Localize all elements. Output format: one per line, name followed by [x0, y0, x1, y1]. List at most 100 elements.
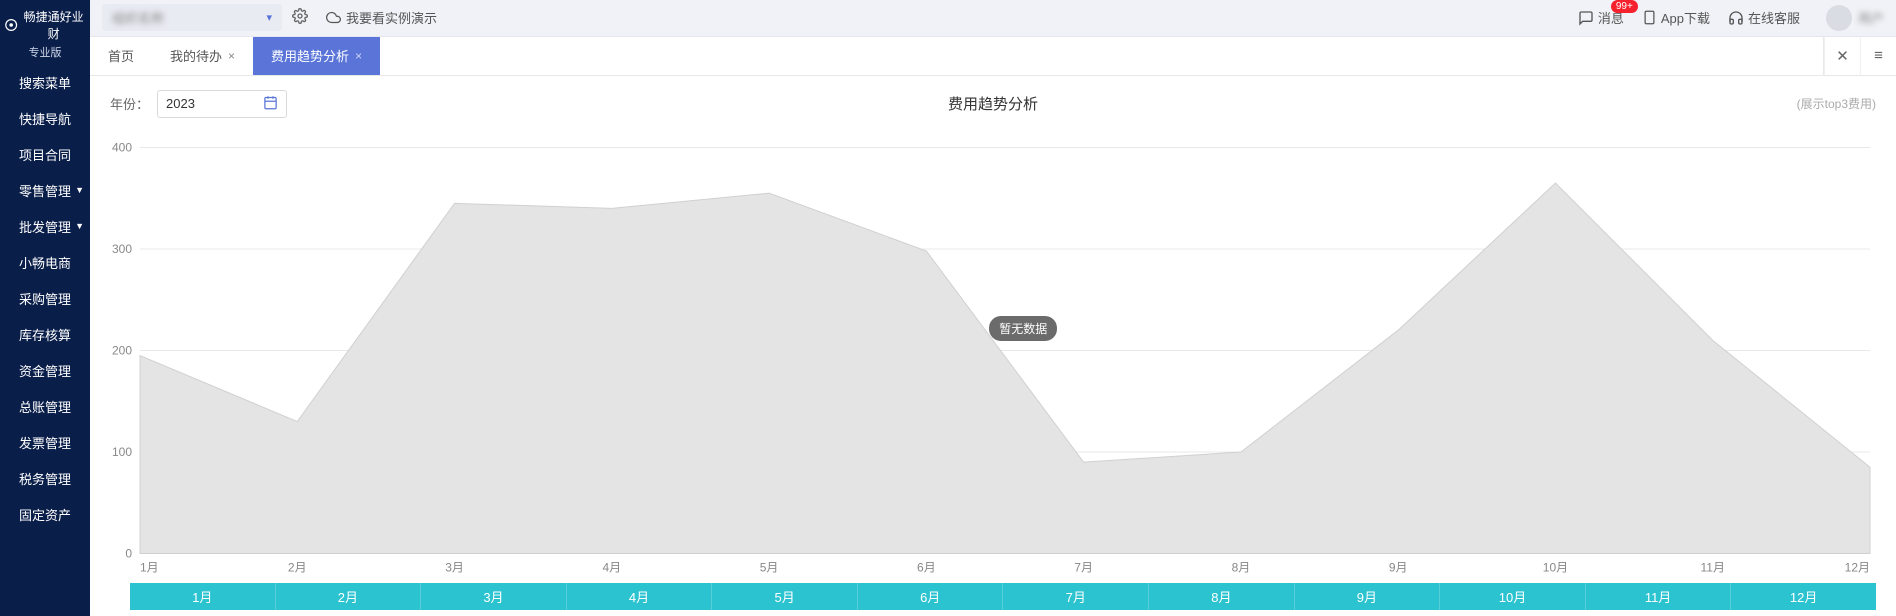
year-label: 年份： — [110, 94, 149, 113]
sidebar-item[interactable]: 库存核算 — [0, 316, 90, 352]
month-cell[interactable]: 10月 — [1440, 583, 1586, 610]
month-cell[interactable]: 4月 — [567, 583, 713, 610]
brand-name: 畅捷通好业财 — [21, 8, 86, 42]
svg-text:1月: 1月 — [140, 560, 159, 574]
chart-note: (展示top3费用) — [1797, 95, 1876, 112]
month-cell[interactable]: 1月 — [130, 583, 276, 610]
message-badge: 99+ — [1611, 0, 1638, 13]
sidebar-item[interactable]: 税务管理 — [0, 460, 90, 496]
month-cell[interactable]: 5月 — [712, 583, 858, 610]
svg-text:5月: 5月 — [760, 560, 779, 574]
month-cell[interactable]: 2月 — [276, 583, 422, 610]
month-cell[interactable]: 12月 — [1731, 583, 1876, 610]
month-cell[interactable]: 3月 — [421, 583, 567, 610]
sidebar-item-label: 发票管理 — [19, 433, 71, 452]
brand-block: 畅捷通好业财 专业版 — [0, 0, 90, 64]
svg-text:100: 100 — [112, 445, 132, 459]
month-strip: 1月2月3月4月5月6月7月8月9月10月11月12月 — [130, 583, 1876, 610]
month-cell[interactable]: 6月 — [858, 583, 1004, 610]
sidebar-item[interactable]: 项目合同 — [0, 136, 90, 172]
headset-icon — [1728, 10, 1744, 26]
chart-area: 01002003004001月2月3月4月5月6月7月8月9月10月11月12月… — [90, 126, 1896, 583]
sidebar-item-label: 固定资产 — [19, 505, 71, 524]
sidebar-item[interactable]: 发票管理 — [0, 424, 90, 460]
sidebar: 畅捷通好业财 专业版 搜索菜单快捷导航项目合同零售管理 ▼ 批发管理 ▼ 小畅电商采购管… — [0, 0, 90, 616]
avatar-icon — [1826, 5, 1852, 31]
tab[interactable]: 首页 — [90, 37, 152, 75]
svg-text:7月: 7月 — [1074, 560, 1093, 574]
sidebar-item-label: 采购管理 — [19, 289, 71, 308]
close-icon[interactable]: × — [228, 49, 235, 63]
tab[interactable]: 费用趋势分析 × — [253, 37, 380, 75]
app-download-action[interactable]: App下载 — [1642, 8, 1710, 27]
sidebar-item-label: 库存核算 — [19, 325, 71, 344]
month-cell[interactable]: 8月 — [1149, 583, 1295, 610]
sidebar-item[interactable]: 批发管理 ▼ — [0, 208, 90, 244]
demo-label: 我要看实例演示 — [346, 8, 437, 27]
svg-text:6月: 6月 — [917, 560, 936, 574]
close-tab-button[interactable]: ✕ — [1824, 37, 1860, 75]
sidebar-item[interactable]: 零售管理 ▼ — [0, 172, 90, 208]
svg-text:300: 300 — [112, 242, 132, 256]
svg-text:9月: 9月 — [1389, 560, 1408, 574]
sidebar-item[interactable]: 固定资产 — [0, 496, 90, 532]
message-action[interactable]: 消息 99+ — [1578, 8, 1624, 27]
tab-label: 首页 — [108, 46, 134, 65]
svg-text:4月: 4月 — [602, 560, 621, 574]
mobile-icon — [1642, 10, 1657, 25]
year-value: 2023 — [166, 96, 195, 111]
sidebar-item[interactable]: 快捷导航 — [0, 100, 90, 136]
sidebar-item-label: 总账管理 — [19, 397, 71, 416]
sidebar-item-label: 税务管理 — [19, 469, 71, 488]
brand-edition: 专业版 — [4, 44, 86, 60]
tab[interactable]: 我的待办 × — [152, 37, 253, 75]
sidebar-item[interactable]: 搜索菜单 — [0, 64, 90, 100]
close-icon[interactable]: × — [355, 49, 362, 63]
user-block[interactable]: 用户 — [1826, 5, 1884, 31]
calendar-icon — [263, 95, 278, 113]
sidebar-item-label: 资金管理 — [19, 361, 71, 380]
tabbar: 首页 我的待办 × 费用趋势分析 × ✕ ≡ — [90, 37, 1896, 76]
org-name: 组织名称 — [112, 8, 164, 27]
service-action[interactable]: 在线客服 — [1728, 8, 1800, 27]
chevron-down-icon: ▾ — [266, 11, 272, 24]
tab-label: 我的待办 — [170, 46, 222, 65]
area-chart: 01002003004001月2月3月4月5月6月7月8月9月10月11月12月 — [100, 126, 1876, 583]
tab-menu-button[interactable]: ≡ — [1860, 37, 1896, 75]
chart-title: 费用趋势分析 — [948, 93, 1038, 114]
service-label: 在线客服 — [1748, 8, 1800, 27]
topbar: 组织名称 ▾ 我要看实例演示 消息 99+ App下载 — [90, 0, 1896, 37]
sidebar-item[interactable]: 总账管理 — [0, 388, 90, 424]
tab-label: 费用趋势分析 — [271, 46, 349, 65]
caret-down-icon: ▼ — [75, 185, 84, 195]
month-cell[interactable]: 7月 — [1003, 583, 1149, 610]
svg-text:0: 0 — [125, 546, 132, 560]
svg-text:400: 400 — [112, 140, 132, 154]
cloud-icon — [326, 10, 341, 25]
svg-text:12月: 12月 — [1845, 560, 1870, 574]
brand-logo-icon — [4, 17, 18, 33]
demo-link[interactable]: 我要看实例演示 — [326, 8, 437, 27]
month-cell[interactable]: 9月 — [1295, 583, 1441, 610]
sidebar-item-label: 项目合同 — [19, 145, 71, 164]
caret-down-icon: ▼ — [75, 221, 84, 231]
message-icon — [1578, 10, 1594, 26]
svg-text:10月: 10月 — [1543, 560, 1568, 574]
org-selector[interactable]: 组织名称 ▾ — [102, 4, 282, 31]
gear-icon[interactable] — [292, 8, 308, 27]
sidebar-item[interactable]: 小畅电商 — [0, 244, 90, 280]
sidebar-item-label: 零售管理 — [19, 181, 71, 200]
year-picker[interactable]: 2023 — [157, 90, 287, 118]
sidebar-item-label: 小畅电商 — [19, 253, 71, 272]
month-cell[interactable]: 11月 — [1586, 583, 1732, 610]
sidebar-item[interactable]: 资金管理 — [0, 352, 90, 388]
filter-row: 年份： 2023 费用趋势分析 (展示top3费用) — [90, 76, 1896, 126]
svg-text:200: 200 — [112, 343, 132, 357]
svg-text:8月: 8月 — [1232, 560, 1251, 574]
user-name: 用户 — [1858, 8, 1884, 27]
sidebar-item-label: 批发管理 — [19, 217, 71, 236]
sidebar-item-label: 快捷导航 — [19, 109, 71, 128]
app-label: App下载 — [1661, 8, 1710, 27]
svg-text:2月: 2月 — [288, 560, 307, 574]
sidebar-item[interactable]: 采购管理 — [0, 280, 90, 316]
